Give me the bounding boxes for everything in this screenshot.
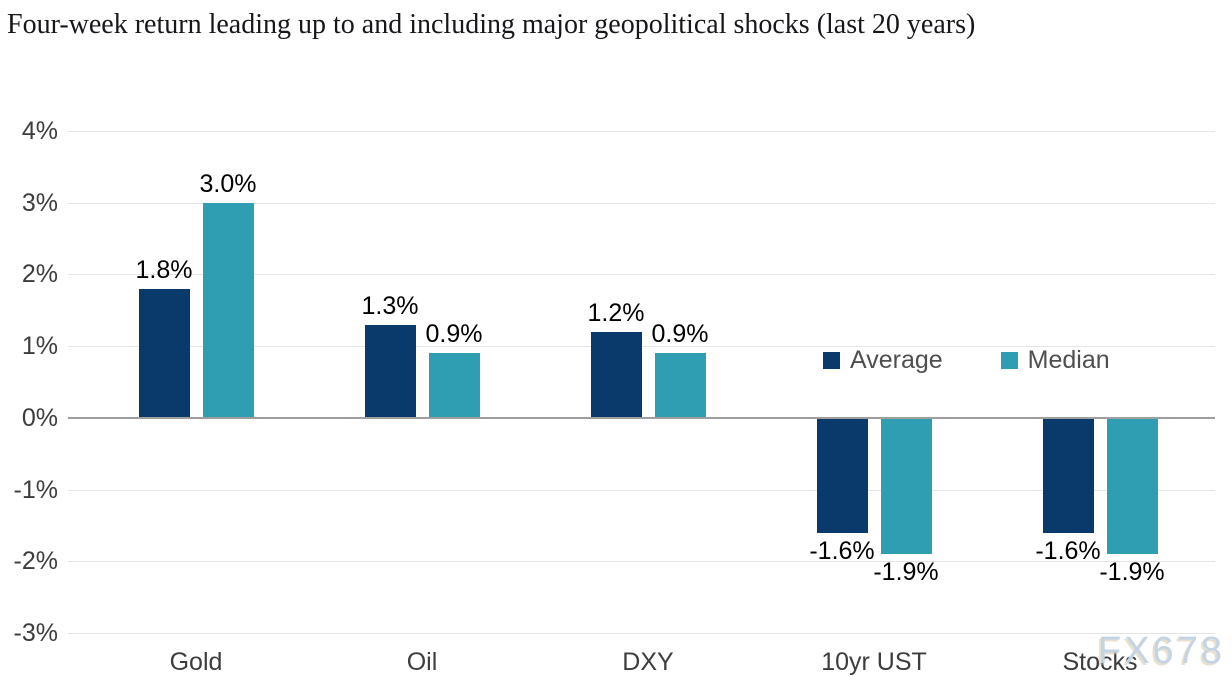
y-tick-4-: 4% bbox=[21, 117, 58, 145]
chart-title: Four-week return leading up to and inclu… bbox=[7, 9, 976, 40]
y-tick-3-: 3% bbox=[21, 188, 58, 217]
bar-median-stocks bbox=[1106, 417, 1158, 555]
x-axis-label-gold: Gold bbox=[169, 648, 223, 676]
legend-item-average: Average bbox=[823, 346, 943, 375]
bar-average-gold bbox=[138, 288, 190, 418]
gridline-3- bbox=[68, 202, 1215, 204]
gridline--2- bbox=[68, 561, 1215, 563]
bar-label-median-gold: 3.0% bbox=[199, 169, 257, 198]
y-tick--1-: -1% bbox=[13, 475, 58, 504]
bar-median-gold bbox=[202, 202, 254, 418]
legend-swatch-average-icon bbox=[823, 352, 840, 369]
bar-average-stocks bbox=[1042, 417, 1094, 533]
bar-label-median-10yr-ust: -1.9% bbox=[873, 558, 939, 587]
watermark: FX678 bbox=[1098, 630, 1225, 672]
y-tick--3-: -3% bbox=[13, 619, 58, 647]
bar-label-median-dxy: 0.9% bbox=[651, 320, 709, 349]
plot-area: 1.8% 1.3% 1.2% -1.6% -1.6% 3.0% 0.9% 0.9% -1.9% -… bbox=[68, 131, 1215, 634]
bar-average-10yr-ust bbox=[816, 417, 868, 533]
gridline-2- bbox=[68, 274, 1215, 276]
bar-label-average-gold: 1.8% bbox=[135, 255, 193, 284]
x-axis-label-stocks: Stocks bbox=[1062, 648, 1138, 676]
x-axis-label-10yr-ust: 10yr UST bbox=[821, 648, 927, 676]
bar-label-average-oil: 1.3% bbox=[361, 291, 419, 320]
bar-median-oil bbox=[428, 353, 480, 418]
bar-label-median-stocks: -1.9% bbox=[1099, 558, 1165, 587]
gridline-1- bbox=[68, 346, 1215, 348]
legend: Average Median bbox=[823, 346, 1110, 375]
y-tick-2-: 2% bbox=[21, 260, 58, 289]
gridline-4- bbox=[68, 131, 1215, 132]
x-axis-label-oil: Oil bbox=[406, 648, 438, 676]
y-tick--2-: -2% bbox=[13, 547, 58, 576]
y-tick-0-: 0% bbox=[21, 403, 58, 432]
bar-label-average-dxy: 1.2% bbox=[587, 298, 645, 327]
gridline--1- bbox=[68, 489, 1215, 491]
bar-median-10yr-ust bbox=[880, 417, 932, 555]
legend-swatch-median-icon bbox=[1000, 352, 1018, 369]
legend-label-average: Average bbox=[850, 346, 943, 374]
bar-label-average-10yr-ust: -1.6% bbox=[809, 536, 875, 565]
bar-median-dxy bbox=[654, 353, 706, 418]
bar-average-dxy bbox=[590, 331, 642, 418]
bar-average-oil bbox=[364, 324, 416, 418]
x-axis-label-dxy: DXY bbox=[622, 648, 674, 676]
zero-line bbox=[68, 416, 1215, 419]
legend-label-median: Median bbox=[1027, 346, 1110, 374]
y-tick-1-: 1% bbox=[21, 332, 58, 361]
bar-label-median-oil: 0.9% bbox=[425, 320, 483, 349]
legend-item-median: Median bbox=[1000, 346, 1110, 375]
bar-label-average-stocks: -1.6% bbox=[1035, 536, 1101, 565]
gridline--3- bbox=[68, 633, 1215, 634]
